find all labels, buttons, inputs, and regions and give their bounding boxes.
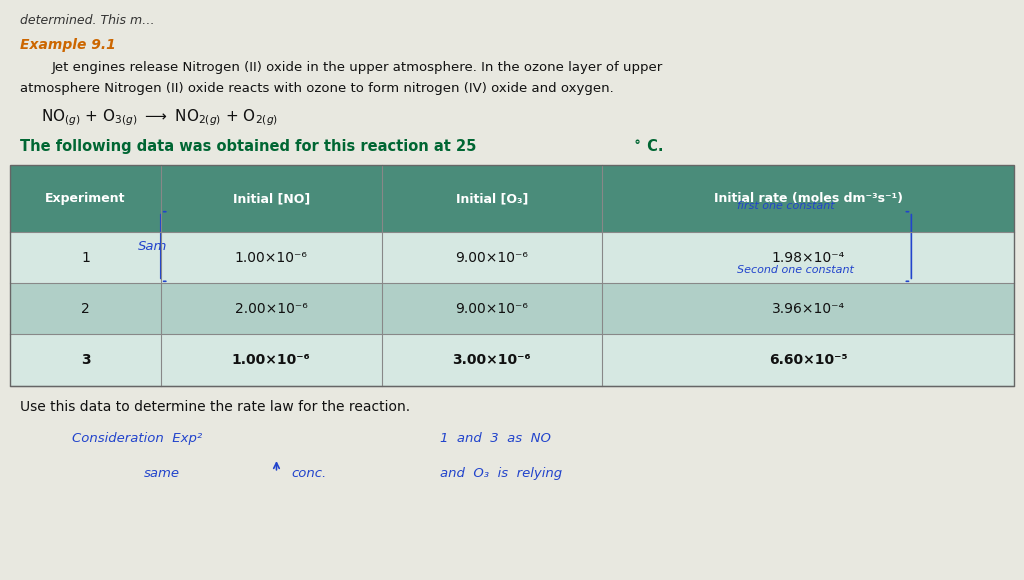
Text: Initial [NO]: Initial [NO] <box>232 192 310 205</box>
Text: Second one constant: Second one constant <box>737 264 854 275</box>
Text: 2.00×10⁻⁶: 2.00×10⁻⁶ <box>234 302 307 316</box>
FancyBboxPatch shape <box>10 283 1014 335</box>
Text: The following data was obtained for this reaction at 25: The following data was obtained for this… <box>20 139 477 154</box>
Text: Jet engines release Nitrogen (II) oxide in the upper atmosphere. In the ozone la: Jet engines release Nitrogen (II) oxide … <box>51 61 663 74</box>
Text: Use this data to determine the rate law for the reaction.: Use this data to determine the rate law … <box>20 400 411 414</box>
FancyBboxPatch shape <box>10 335 1014 386</box>
Text: Sam: Sam <box>138 240 168 253</box>
Text: 2: 2 <box>81 302 90 316</box>
Text: Consideration  Exp²: Consideration Exp² <box>72 432 202 445</box>
Text: °: ° <box>630 139 640 152</box>
Text: Initial [O₃]: Initial [O₃] <box>456 192 528 205</box>
Text: atmosphere Nitrogen (II) oxide reacts with ozone to form nitrogen (IV) oxide and: atmosphere Nitrogen (II) oxide reacts wi… <box>20 82 614 95</box>
Text: determined. This m…: determined. This m… <box>20 14 155 27</box>
Text: 3.96×10⁻⁴: 3.96×10⁻⁴ <box>771 302 845 316</box>
Text: Experiment: Experiment <box>45 192 126 205</box>
Text: C.: C. <box>642 139 664 154</box>
Text: Initial rate (moles dm⁻³s⁻¹): Initial rate (moles dm⁻³s⁻¹) <box>714 192 902 205</box>
Text: conc.: conc. <box>292 467 327 480</box>
Text: and  O₃  is  relying: and O₃ is relying <box>440 467 562 480</box>
Text: 1  and  3  as  NO: 1 and 3 as NO <box>440 432 551 445</box>
Text: 6.60×10⁻⁵: 6.60×10⁻⁵ <box>769 353 847 367</box>
Text: 9.00×10⁻⁶: 9.00×10⁻⁶ <box>456 251 528 264</box>
FancyBboxPatch shape <box>10 165 1014 232</box>
Text: NO$_{(g)}$ + O$_{3(g)}$ $\longrightarrow$ NO$_{2(g)}$ + O$_{2(g)}$: NO$_{(g)}$ + O$_{3(g)}$ $\longrightarrow… <box>41 107 279 128</box>
FancyBboxPatch shape <box>10 232 1014 283</box>
Text: 3: 3 <box>81 353 90 367</box>
Text: 9.00×10⁻⁶: 9.00×10⁻⁶ <box>456 302 528 316</box>
Text: Example 9.1: Example 9.1 <box>20 38 117 52</box>
Text: 1.98×10⁻⁴: 1.98×10⁻⁴ <box>771 251 845 264</box>
Text: 1: 1 <box>81 251 90 264</box>
Text: same: same <box>143 467 179 480</box>
Text: 1.00×10⁻⁶: 1.00×10⁻⁶ <box>231 353 310 367</box>
Text: 1.00×10⁻⁶: 1.00×10⁻⁶ <box>234 251 307 264</box>
Text: first one constant: first one constant <box>737 201 835 211</box>
Text: 3.00×10⁻⁶: 3.00×10⁻⁶ <box>453 353 531 367</box>
